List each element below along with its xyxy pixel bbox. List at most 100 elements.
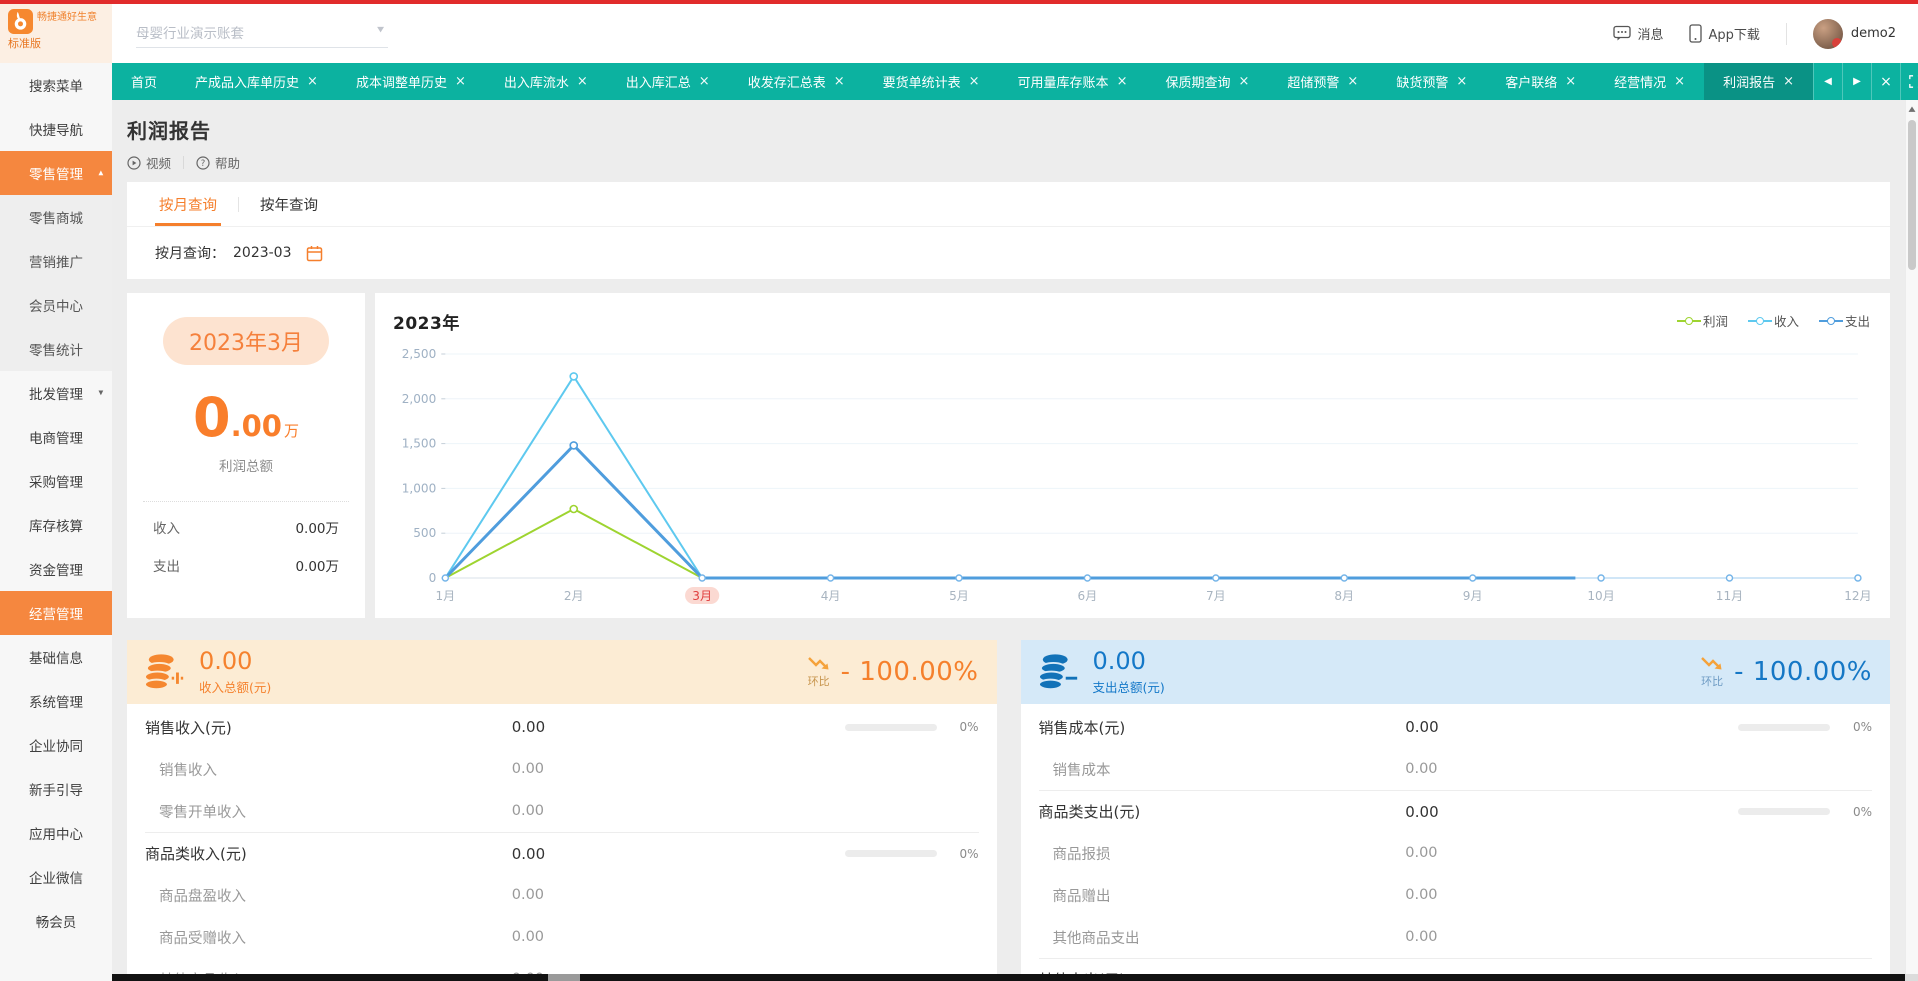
tab-query-by-year[interactable]: 按年查询 bbox=[260, 197, 318, 214]
tab[interactable]: 利润报告 × bbox=[1704, 63, 1813, 100]
app-download-button[interactable]: App下载 bbox=[1689, 24, 1760, 43]
tab-label: 成本调整单历史 bbox=[355, 76, 447, 91]
sidebar-item[interactable]: 搜索菜单 ▲ ▼ bbox=[0, 63, 112, 107]
tab[interactable]: 出入库汇总 × bbox=[607, 63, 729, 100]
tab-close-icon[interactable]: × bbox=[968, 74, 980, 89]
sidebar-item-label: 基础信息 bbox=[29, 651, 83, 667]
sidebar-item[interactable]: 系统管理 ▲ ▼ bbox=[0, 679, 112, 723]
sidebar-item[interactable]: 电商管理 ▲ ▼ bbox=[0, 415, 112, 459]
app-download-label: App下载 bbox=[1708, 28, 1760, 43]
vertical-scrollbar[interactable]: ▲ bbox=[1905, 100, 1918, 974]
sidebar-item[interactable]: 批发管理 ▲ ▼ bbox=[0, 371, 112, 415]
scrollbar-thumb[interactable] bbox=[1908, 120, 1916, 270]
svg-text:12月: 12月 bbox=[1844, 589, 1871, 603]
sidebar-item[interactable]: 零售统计 ▲ ▼ bbox=[0, 327, 112, 371]
tab[interactable]: 可用量库存账本 × bbox=[999, 63, 1147, 100]
legend-item[interactable]: 利润 bbox=[1676, 311, 1728, 330]
expense-row: 其他商品支出 0.00 bbox=[1039, 916, 1873, 958]
tab[interactable]: 首页 × bbox=[112, 63, 176, 100]
tab-close-icon[interactable]: × bbox=[454, 74, 466, 89]
row-progress: 0% bbox=[1738, 720, 1872, 734]
row-label: 商品报损 bbox=[1052, 846, 1111, 863]
expense-card: 0.00 支出总额(元) 环比 - 100.00% bbox=[1020, 640, 1890, 975]
scrollbar-corner bbox=[1905, 974, 1918, 981]
sidebar-item-label: 零售管理 bbox=[29, 167, 83, 183]
tab-label: 经营情况 bbox=[1614, 76, 1667, 91]
tab-close-icon[interactable]: × bbox=[1565, 74, 1577, 89]
date-picker-value[interactable]: 2023-03 bbox=[233, 245, 292, 261]
tab[interactable]: 超储预警 × bbox=[1268, 63, 1377, 100]
tab[interactable]: 收发存汇总表 × bbox=[729, 63, 864, 100]
sidebar-item[interactable]: 应用中心 ▲ ▼ bbox=[0, 811, 112, 855]
tab[interactable]: 要货单统计表 × bbox=[864, 63, 999, 100]
tab-close-icon[interactable]: × bbox=[1238, 74, 1250, 89]
video-link[interactable]: 视频 bbox=[127, 153, 171, 172]
tab[interactable]: 成本调整单历史 × bbox=[337, 63, 485, 100]
calendar-icon[interactable] bbox=[306, 245, 323, 262]
tab-close-icon[interactable]: × bbox=[1116, 74, 1128, 89]
messages-button[interactable]: 消息 bbox=[1613, 24, 1663, 43]
sidebar-item[interactable]: 采购管理 ▲ ▼ bbox=[0, 459, 112, 503]
tab-label: 收发存汇总表 bbox=[747, 76, 826, 91]
tab-close-icon[interactable]: × bbox=[1674, 74, 1686, 89]
dotted-divider bbox=[143, 501, 349, 502]
account-select-value: 母婴行业演示账套 bbox=[136, 25, 244, 42]
svg-text:11月: 11月 bbox=[1716, 589, 1743, 603]
sidebar-item[interactable]: 基础信息 ▲ ▼ bbox=[0, 635, 112, 679]
row-progress: 0% bbox=[1738, 973, 1872, 975]
app-logo[interactable]: 畅捷通好生意 标准版 bbox=[0, 4, 112, 63]
help-link[interactable]: ? 帮助 bbox=[196, 153, 240, 172]
sidebar-item[interactable]: 企业协同 ▲ ▼ bbox=[0, 723, 112, 767]
user-menu[interactable]: demo2 bbox=[1812, 18, 1896, 49]
tab-label: 要货单统计表 bbox=[882, 76, 961, 91]
tab[interactable]: 经营情况 × bbox=[1595, 63, 1704, 100]
row-label: 商品盘盈收入 bbox=[159, 888, 246, 905]
expense-total-label: 支出总额(元) bbox=[1092, 679, 1165, 695]
sidebar-item[interactable]: 营销推广 ▲ ▼ bbox=[0, 239, 112, 283]
tab-close-icon[interactable]: × bbox=[833, 74, 845, 89]
svg-text:9月: 9月 bbox=[1463, 589, 1483, 603]
row-label: 商品受赠收入 bbox=[159, 930, 246, 947]
sidebar-item[interactable]: 快捷导航 ▲ ▼ bbox=[0, 107, 112, 151]
sidebar-item-label: 企业微信 bbox=[29, 871, 83, 887]
scroll-up-arrow-icon[interactable]: ▲ bbox=[1908, 105, 1916, 113]
tab-close-icon[interactable]: × bbox=[1456, 74, 1468, 89]
tab[interactable]: 客户联络 × bbox=[1486, 63, 1595, 100]
sidebar-item[interactable]: 库存核算 ▲ ▼ bbox=[0, 503, 112, 547]
tab-close-icon[interactable]: × bbox=[1347, 74, 1359, 89]
expense-row: 商品赠出 0.00 bbox=[1039, 874, 1873, 916]
tab[interactable]: 产成品入库单历史 × bbox=[176, 63, 337, 100]
expense-row: 销售成本 0.00 bbox=[1039, 748, 1873, 790]
tab[interactable]: 保质期查询 × bbox=[1146, 63, 1268, 100]
svg-text:7月: 7月 bbox=[1206, 589, 1226, 603]
tabs-scroll-left-icon[interactable]: ◀ bbox=[1813, 63, 1842, 100]
bottom-taskbar bbox=[112, 974, 1918, 981]
income-row: 商品类收入(元) 0.00 0% bbox=[145, 832, 979, 874]
account-select[interactable]: 母婴行业演示账套 ▼ bbox=[136, 16, 388, 48]
sidebar-item[interactable]: 零售商城 ▲ ▼ bbox=[0, 195, 112, 239]
tabs-fullscreen-icon[interactable] bbox=[1900, 63, 1918, 100]
sidebar-item[interactable]: 零售管理 ▲ ▼ bbox=[0, 151, 112, 195]
row-value: 0.00 bbox=[511, 844, 546, 863]
tab[interactable]: 出入库流水 × bbox=[485, 63, 607, 100]
tabs-scroll-right-icon[interactable]: ▶ bbox=[1842, 63, 1871, 100]
tab-label: 产成品入库单历史 bbox=[195, 76, 300, 91]
header: 畅捷通好生意 标准版 母婴行业演示账套 ▼ 消息 bbox=[0, 4, 1918, 63]
sidebar-item[interactable]: 畅会员 ▲ ▼ bbox=[0, 899, 112, 943]
sidebar-item[interactable]: 企业微信 ▲ ▼ bbox=[0, 855, 112, 899]
legend-item[interactable]: 收入 bbox=[1747, 311, 1799, 330]
tab[interactable]: 缺货预警 × bbox=[1377, 63, 1486, 100]
sidebar-item[interactable]: 资金管理 ▲ ▼ bbox=[0, 547, 112, 591]
sidebar-item[interactable]: 新手引导 ▲ ▼ bbox=[0, 767, 112, 811]
help-circle-icon: ? bbox=[196, 155, 210, 170]
tab-close-icon[interactable]: × bbox=[307, 74, 318, 89]
tabs-close-icon[interactable]: × bbox=[1871, 63, 1900, 100]
legend-item[interactable]: 支出 bbox=[1818, 311, 1870, 330]
sidebar-item[interactable]: 会员中心 ▲ ▼ bbox=[0, 283, 112, 327]
tab-query-by-month[interactable]: 按月查询 bbox=[155, 182, 221, 226]
tab-close-icon[interactable]: × bbox=[698, 74, 710, 89]
tab-close-icon[interactable]: × bbox=[1783, 74, 1794, 89]
sidebar-item[interactable]: 经营管理 ▲ ▼ bbox=[0, 591, 112, 635]
row-value: 0.00 bbox=[1405, 845, 1438, 861]
tab-close-icon[interactable]: × bbox=[576, 74, 588, 89]
